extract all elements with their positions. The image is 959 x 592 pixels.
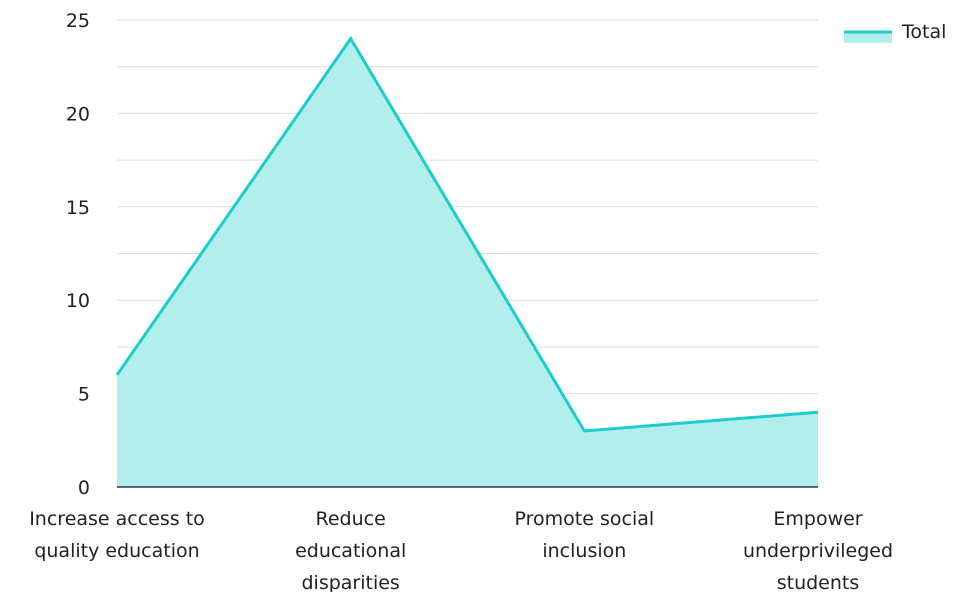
x-tick-label: Reduce educational disparities — [295, 508, 406, 592]
series-line — [115, 35, 819, 433]
x-tick-label: Empower underprivileged students — [743, 508, 893, 592]
y-axis-ticks: 0 5 10 15 20 25 — [66, 10, 90, 499]
x-tick-label: Promote social inclusion — [515, 508, 655, 562]
legend: Total — [844, 21, 946, 43]
y-tick-label: 0 — [78, 477, 90, 499]
y-tick-label: 10 — [66, 290, 90, 312]
y-tick-label: 25 — [66, 10, 90, 32]
series-area-fill — [117, 38, 818, 488]
y-tick-label: 5 — [78, 384, 90, 406]
x-tick-label: Increase access to quality education — [29, 508, 205, 562]
legend-swatch-fill — [844, 31, 892, 43]
series-area — [115, 35, 819, 488]
y-tick-label: 15 — [66, 197, 90, 219]
legend-label: Total — [901, 21, 946, 43]
y-tick-label: 20 — [66, 103, 90, 125]
x-axis-labels: Increase access to quality education Reduc… — [29, 508, 893, 592]
